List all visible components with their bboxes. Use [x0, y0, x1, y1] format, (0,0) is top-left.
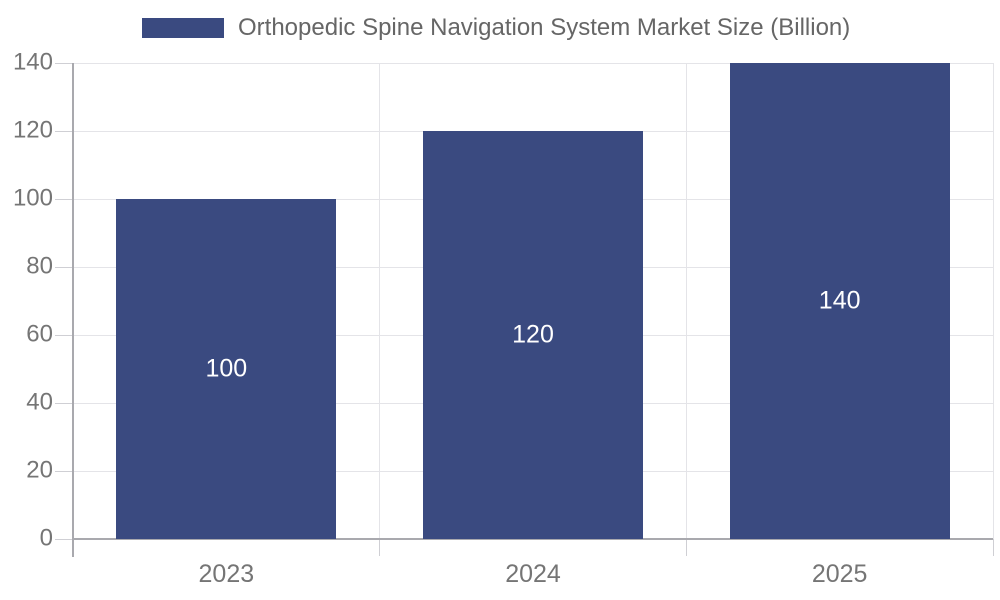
x-tick-label: 2025: [811, 560, 868, 588]
y-axis-tick: [55, 470, 73, 472]
y-gridline: [73, 62, 993, 64]
bar-value-label: 120: [512, 320, 554, 349]
x-gridline: [379, 63, 381, 539]
y-axis-tick: [55, 402, 73, 404]
y-tick-label: 0: [39, 524, 53, 552]
y-axis-line: [72, 63, 74, 557]
x-axis-tick: [992, 539, 994, 556]
y-tick-label: 140: [12, 48, 53, 76]
bar: [423, 131, 643, 539]
y-tick-label: 120: [12, 116, 53, 144]
x-gridline: [992, 63, 994, 539]
legend-swatch: [142, 18, 224, 38]
legend-label: Orthopedic Spine Navigation System Marke…: [238, 14, 851, 41]
x-axis-tick: [379, 539, 381, 556]
bar-value-label: 140: [818, 286, 861, 315]
y-tick-label: 20: [26, 456, 53, 484]
bar: [116, 199, 337, 539]
y-tick-label: 40: [26, 388, 53, 416]
y-axis-tick: [55, 538, 73, 540]
x-axis-tick: [685, 539, 687, 556]
x-tick-label: 2023: [198, 560, 255, 588]
y-axis-tick: [55, 62, 73, 64]
y-tick-label: 100: [12, 184, 53, 212]
y-axis-tick: [55, 198, 73, 200]
chart-legend[interactable]: Orthopedic Spine Navigation System Marke…: [142, 14, 850, 42]
y-axis-tick: [55, 266, 73, 268]
x-gridline: [685, 63, 687, 539]
bar-value-label: 100: [205, 354, 248, 383]
y-tick-label: 80: [26, 252, 53, 280]
x-tick-label: 2024: [505, 560, 561, 588]
y-axis-tick: [55, 334, 73, 336]
y-tick-label: 60: [26, 320, 53, 348]
bar: [729, 63, 950, 539]
x-axis-line: [73, 538, 993, 540]
y-axis-tick: [55, 130, 73, 132]
